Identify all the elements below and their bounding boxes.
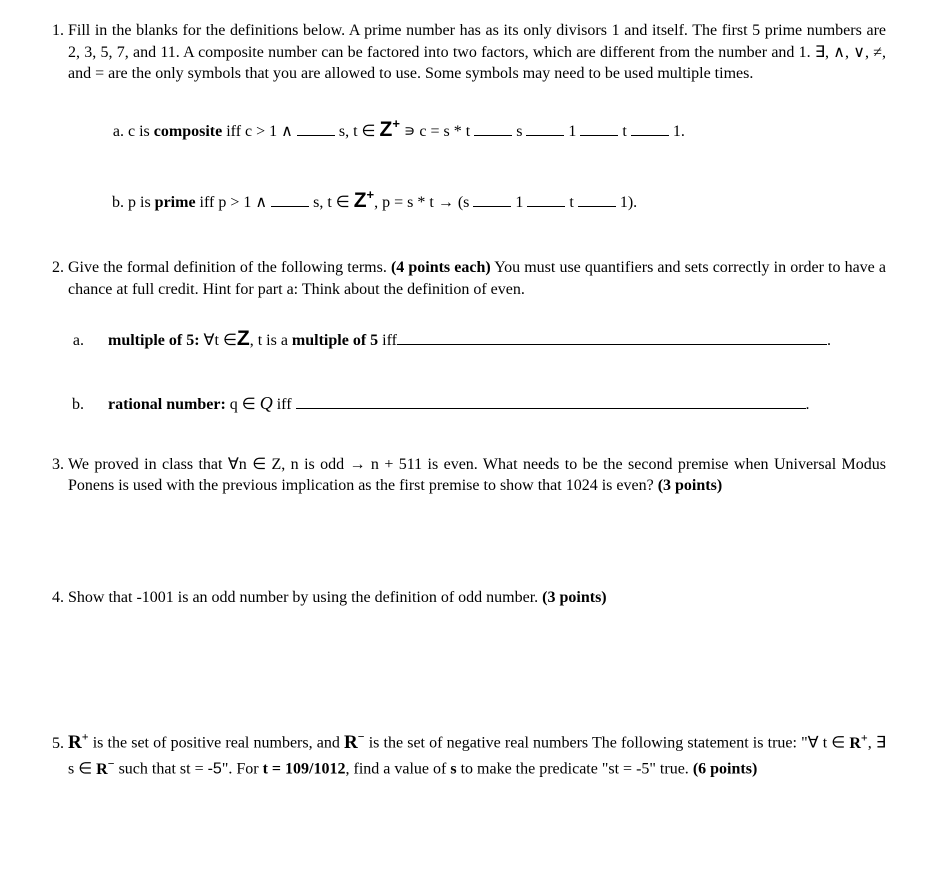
- q2-points: (4 points each): [391, 259, 491, 276]
- blank-input[interactable]: [580, 120, 618, 136]
- q5-t2: is the set of negative real numbers The …: [365, 735, 850, 752]
- blank-input[interactable]: [527, 191, 565, 207]
- q4-text: Show that -1001 is an odd number by usin…: [68, 589, 542, 606]
- q1b-one: 1: [511, 194, 527, 211]
- q2b-label: rational number:: [108, 396, 226, 413]
- set-Rminus-inline: R−: [96, 761, 114, 778]
- q1b-prime: prime: [155, 194, 196, 211]
- question-list: Fill in the blanks for the definitions b…: [40, 20, 886, 780]
- q1b-t: t: [565, 194, 577, 211]
- question-5: R+ is the set of positive real numbers, …: [68, 728, 886, 780]
- q1a-eq: ∍ c = s * t: [400, 123, 474, 140]
- q5-t4: such that st =: [115, 761, 208, 778]
- q2a-mult5: multiple of 5: [292, 332, 378, 349]
- q2-b: rational number: q ∈ Q iff .: [88, 391, 886, 416]
- question-3: We proved in class that ∀n ∈ Z, n is odd…: [68, 454, 886, 557]
- q5-points: (6 points): [693, 761, 757, 778]
- set-Q: Q: [260, 393, 273, 413]
- q1a-composite: composite: [154, 123, 222, 140]
- question-1: Fill in the blanks for the definitions b…: [68, 20, 886, 215]
- q4-points: (3 points): [542, 589, 606, 606]
- blank-input[interactable]: [474, 120, 512, 136]
- q5-t6: , find a value of: [345, 761, 450, 778]
- q2a-label: multiple of 5:: [108, 332, 204, 349]
- set-Zplus: Z+: [379, 118, 399, 141]
- q1b-pre: p is: [128, 194, 155, 211]
- set-Z: Z: [237, 327, 250, 350]
- q5-neg5: -5: [208, 761, 222, 778]
- q1b-iff: iff p > 1 ∧: [196, 194, 272, 211]
- blank-input[interactable]: [631, 120, 669, 136]
- q2a-forall: ∀t ∈: [204, 332, 237, 349]
- q1b-st: s, t ∈: [309, 194, 354, 211]
- q2b-end: .: [806, 396, 810, 413]
- set-Zplus: Z+: [354, 189, 374, 212]
- q2b-iff: iff: [273, 396, 296, 413]
- blank-input[interactable]: [473, 191, 511, 207]
- q1a-pre: c is: [128, 123, 154, 140]
- q1-b: p is prime iff p > 1 ∧ s, t ∈ Z+, p = s …: [128, 186, 886, 215]
- blank-input[interactable]: [397, 328, 827, 344]
- q5-teq: t = 109/1012: [263, 761, 346, 778]
- blank-input[interactable]: [526, 120, 564, 136]
- q1-a: c is composite iff c > 1 ∧ s, t ∈ Z+ ∍ c…: [128, 115, 886, 144]
- q2a-iff: iff: [378, 332, 397, 349]
- q1a-iff: iff c > 1 ∧: [222, 123, 297, 140]
- q1a-one: 1: [564, 123, 580, 140]
- q2-subparts: multiple of 5: ∀t ∈Z, t is a multiple of…: [68, 325, 886, 416]
- q1-intro: Fill in the blanks for the definitions b…: [68, 22, 886, 82]
- blank-input[interactable]: [296, 393, 806, 409]
- set-Rminus: R−: [344, 732, 365, 753]
- q1a-t: t: [618, 123, 630, 140]
- q1a-end: 1.: [669, 123, 685, 140]
- q2-a: multiple of 5: ∀t ∈Z, t is a multiple of…: [88, 325, 886, 353]
- q2a-isa: , t is a: [250, 332, 292, 349]
- q3-text: We proved in class that ∀n ∈ Z, n is odd…: [68, 456, 886, 495]
- q1-subparts: c is composite iff c > 1 ∧ s, t ∈ Z+ ∍ c…: [68, 115, 886, 216]
- q2-intro1: Give the formal definition of the follow…: [68, 259, 391, 276]
- question-4: Show that -1001 is an odd number by usin…: [68, 587, 886, 699]
- q1b-end: 1).: [616, 194, 637, 211]
- blank-input[interactable]: [297, 120, 335, 136]
- q5-t7: to make the predicate "st = -5" true.: [457, 761, 693, 778]
- q1b-eq: , p = s * t → (s: [374, 194, 473, 211]
- q1a-st: s, t ∈: [335, 123, 380, 140]
- q3-points: (3 points): [658, 477, 722, 494]
- blank-input[interactable]: [271, 191, 309, 207]
- q5-t1: is the set of positive real numbers, and: [89, 735, 344, 752]
- q2b-qin: q ∈: [226, 396, 260, 413]
- question-2: Give the formal definition of the follow…: [68, 257, 886, 415]
- blank-input[interactable]: [578, 191, 616, 207]
- q1a-s: s: [512, 123, 526, 140]
- q5-t5: ". For: [222, 761, 263, 778]
- set-Rplus: R+: [68, 732, 89, 753]
- q2a-end: .: [827, 332, 831, 349]
- set-Rplus-inline: R+: [849, 735, 867, 752]
